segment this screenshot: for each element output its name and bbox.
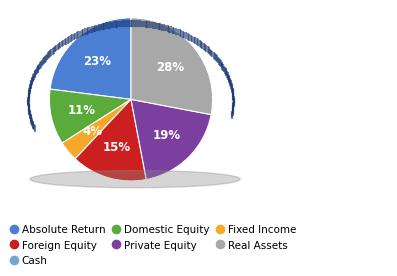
Text: 4%: 4%	[82, 125, 102, 138]
Text: 19%: 19%	[153, 129, 181, 142]
Text: 23%: 23%	[83, 55, 112, 68]
Wedge shape	[62, 99, 131, 159]
Text: 28%: 28%	[156, 61, 184, 74]
Wedge shape	[50, 18, 131, 99]
Ellipse shape	[30, 171, 240, 188]
Text: 11%: 11%	[67, 104, 96, 117]
Wedge shape	[49, 89, 131, 143]
Wedge shape	[131, 18, 213, 115]
Text: 15%: 15%	[103, 141, 131, 155]
Legend: Absolute Return, Foreign Equity, Cash, Domestic Equity, Private Equity, Fixed In: Absolute Return, Foreign Equity, Cash, D…	[9, 223, 299, 268]
Wedge shape	[75, 99, 146, 181]
Wedge shape	[131, 99, 211, 179]
